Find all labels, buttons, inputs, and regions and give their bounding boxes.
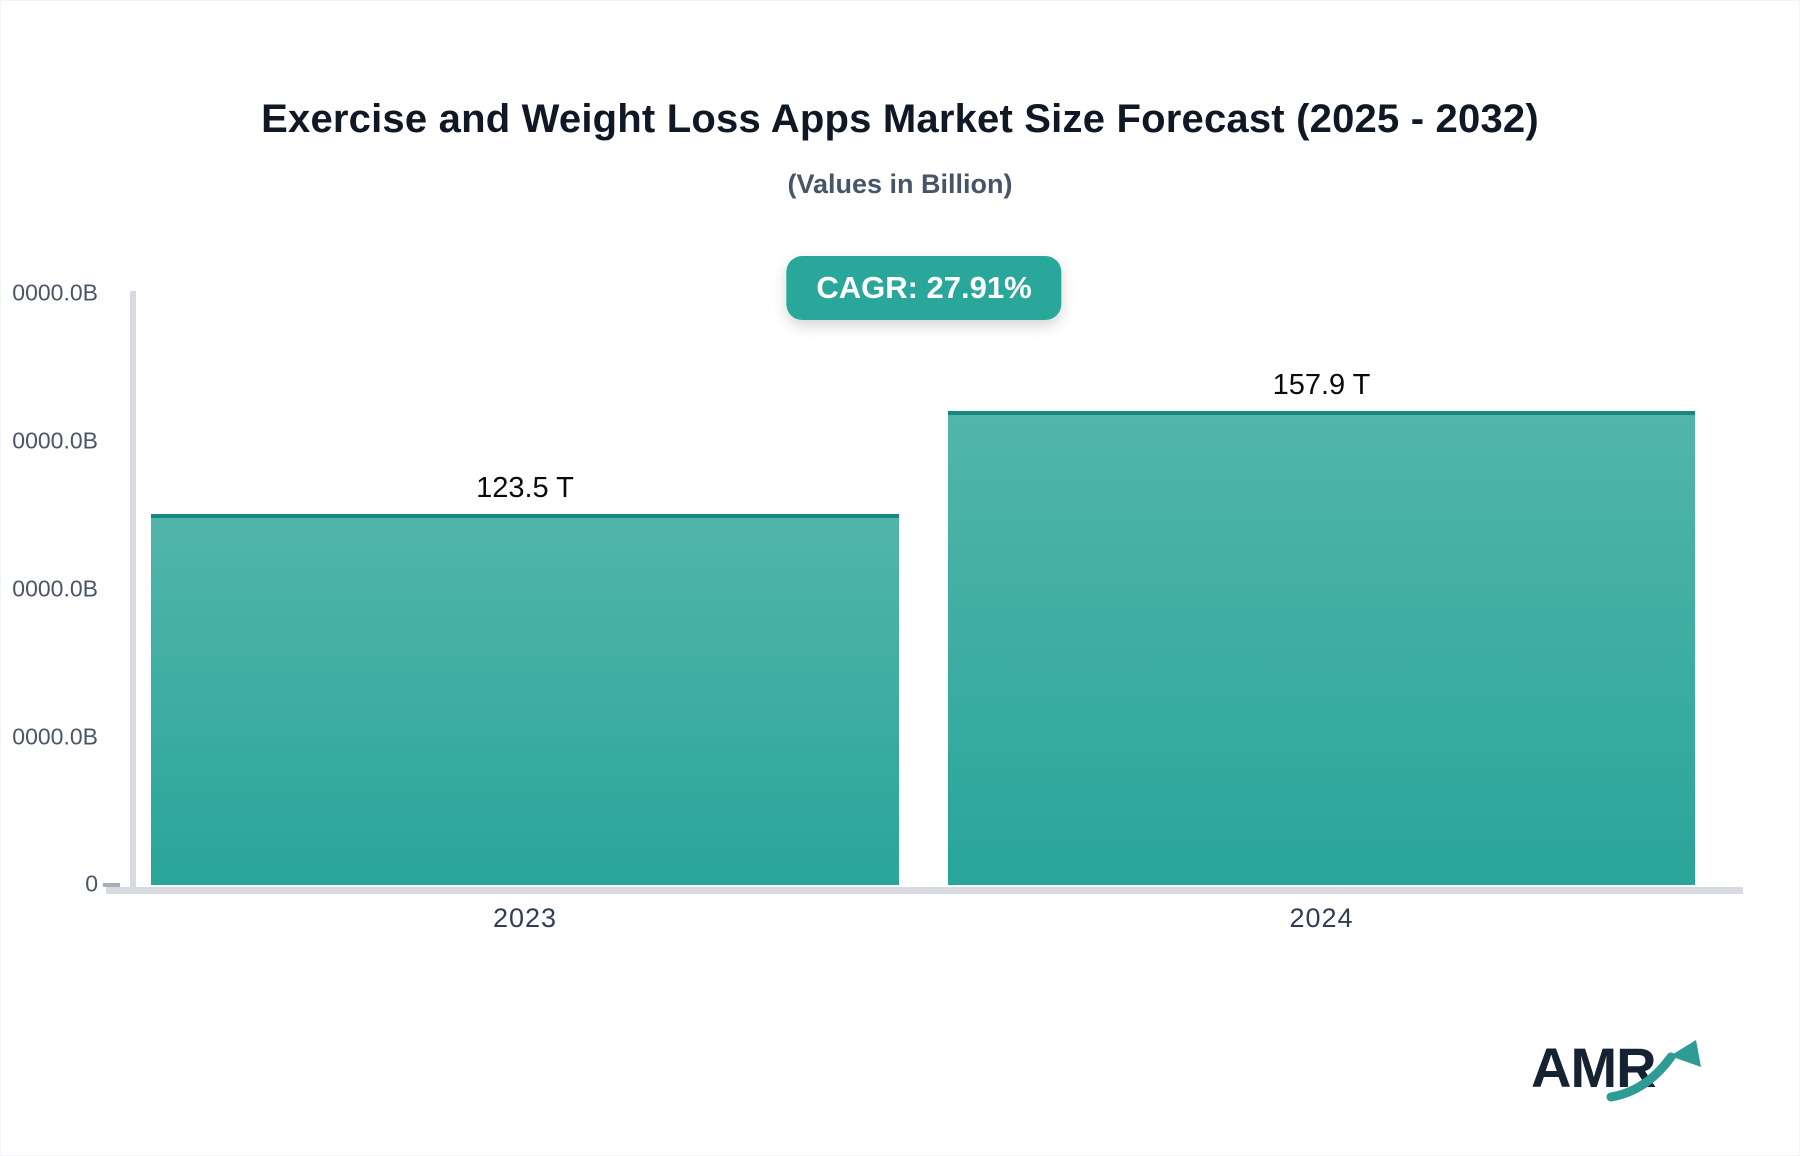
bar-group-2023: 123.5 T	[151, 472, 899, 885]
bar-group-2024: 157.9 T	[948, 369, 1695, 885]
cagr-badge: CAGR: 27.91%	[786, 256, 1062, 320]
y-tick-label: 0000.0B	[12, 427, 98, 454]
chart-title: Exercise and Weight Loss Apps Market Siz…	[261, 97, 1539, 141]
y-tick-label: 0000.0B	[12, 575, 98, 602]
y-tick-label: 0	[85, 870, 98, 897]
y-axis-zero-tick	[103, 883, 120, 887]
bar-value-label: 123.5 T	[476, 472, 574, 504]
y-tick-label: 0000.0B	[12, 723, 98, 750]
y-axis-line	[130, 291, 136, 891]
bar-2024[interactable]	[948, 411, 1695, 885]
bar-2023[interactable]	[151, 514, 899, 885]
y-tick-label: 0000.0B	[12, 279, 98, 306]
chart-subtitle: (Values in Billion)	[787, 169, 1013, 199]
x-tick-label-2023: 2023	[492, 903, 558, 933]
amr-logo-arrow-icon	[1606, 1040, 1701, 1102]
x-tick-label-2024: 2024	[1289, 903, 1354, 933]
bar-value-label: 157.9 T	[1272, 369, 1371, 401]
x-axis-line	[106, 887, 1743, 894]
amr-logo: AMR	[1531, 1035, 1716, 1113]
